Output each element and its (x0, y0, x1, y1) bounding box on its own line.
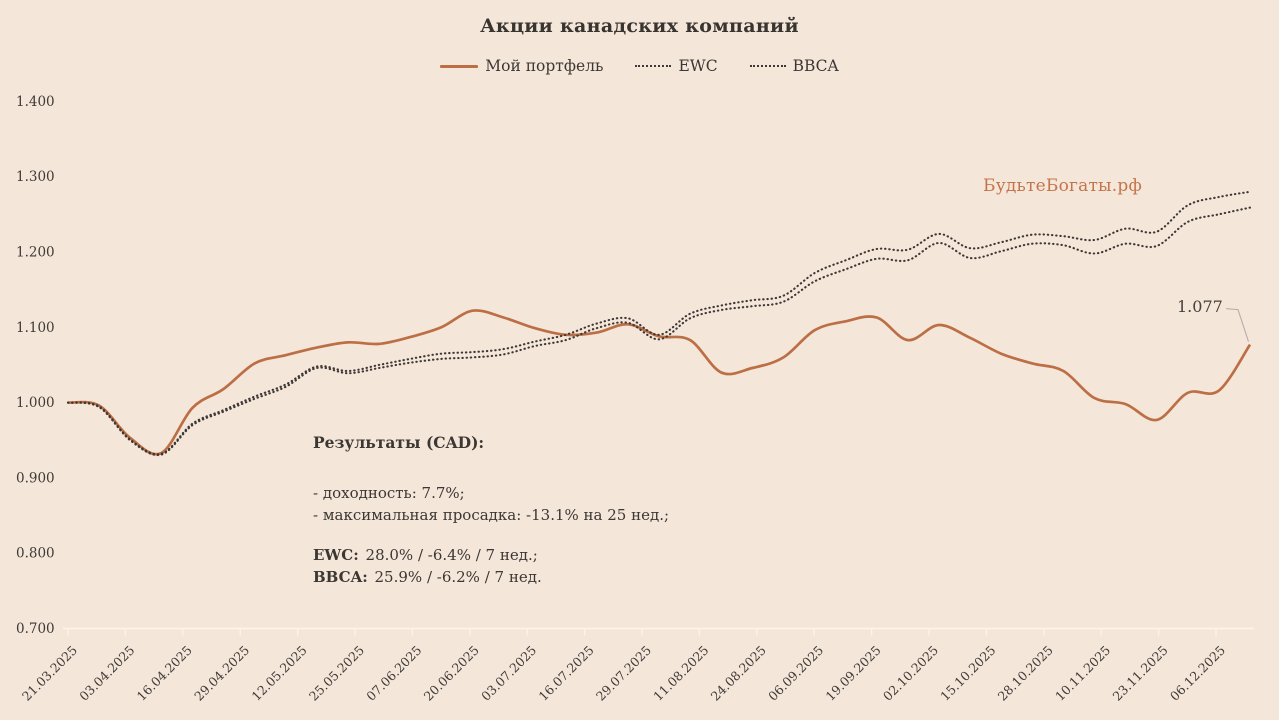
x-axis-label: 19.09.2025 (823, 643, 884, 704)
x-axis-label: 21.03.2025 (19, 643, 80, 704)
y-axis-label: 0.800 (16, 546, 55, 562)
x-axis-label: 24.08.2025 (708, 643, 769, 704)
results-line-ewc: EWC: 28.0% / -6.4% / 7 нед.; (313, 544, 669, 566)
bbca-stats: 25.9% / -6.2% / 7 нед. (369, 568, 542, 586)
solid-line-swatch-icon (440, 64, 479, 68)
x-axis-label: 10.11.2025 (1052, 643, 1113, 704)
legend-item-bbca: BBCA (749, 57, 839, 75)
x-axis-label: 16.04.2025 (134, 643, 195, 704)
x-axis-label: 11.08.2025 (650, 643, 711, 704)
x-axis-label: 28.10.2025 (995, 643, 1056, 704)
x-axis-label: 03.04.2025 (76, 643, 137, 704)
legend-label: Мой портфель (485, 57, 604, 75)
dotted-line-swatch-icon (635, 65, 672, 67)
chart-legend: Мой портфель EWC BBCA (0, 57, 1279, 75)
ewc-stats: 28.0% / -6.4% / 7 нед.; (360, 546, 538, 564)
y-axis-label: 1.100 (16, 320, 55, 336)
x-axis-label: 07.06.2025 (363, 643, 424, 704)
dotted-line-swatch-icon (749, 65, 786, 67)
x-axis-label: 29.04.2025 (191, 643, 252, 704)
x-axis-label: 16.07.2025 (536, 643, 597, 704)
legend-item-ewc: EWC (635, 57, 718, 75)
x-axis-label: 06.09.2025 (765, 643, 826, 704)
end-value-leader-line (1225, 308, 1250, 342)
x-axis-label: 23.11.2025 (1110, 643, 1171, 704)
results-heading: Результаты (CAD): (313, 433, 485, 452)
results-line-return: - доходность: 7.7%; (313, 484, 465, 502)
results-benchmarks: EWC: 28.0% / -6.4% / 7 нед.; BBCA: 25.9%… (313, 544, 669, 588)
legend-label: BBCA (792, 57, 839, 75)
x-axis-label: 20.06.2025 (421, 643, 482, 704)
x-axis-label: 12.05.2025 (249, 643, 310, 704)
bbca-ticker-label: BBCA: (313, 568, 368, 586)
y-axis-label: 0.700 (16, 621, 55, 637)
x-axis-label: 06.12.2025 (1167, 643, 1228, 704)
x-axis-label: 15.10.2025 (937, 643, 998, 704)
legend-item-мой-портфель: Мой портфель (440, 57, 603, 75)
y-axis-label: 1.000 (16, 395, 55, 411)
x-axis-label: 02.10.2025 (880, 643, 941, 704)
y-axis-label: 1.200 (16, 245, 55, 261)
series-line-ewc (66, 190, 1252, 456)
x-axis-label: 29.07.2025 (593, 643, 654, 704)
watermark: БудьтеБогаты.рф (983, 176, 1142, 196)
series-line-bbca (66, 206, 1252, 457)
results-line-bbca: BBCA: 25.9% / -6.2% / 7 нед. (313, 566, 669, 588)
end-value-label: 1.077 (1177, 297, 1223, 316)
y-axis-label: 1.400 (16, 94, 55, 110)
y-axis-label: 1.300 (16, 169, 55, 185)
x-axis-label: 03.07.2025 (478, 643, 539, 704)
legend-label: EWC (678, 57, 718, 75)
x-axis-label: 25.05.2025 (306, 643, 367, 704)
y-axis-label: 0.900 (16, 470, 55, 486)
chart-title: Акции канадских компаний (480, 15, 799, 37)
results-line-drawdown: - максимальная просадка: -13.1% на 25 не… (313, 506, 670, 524)
results-panel: Результаты (CAD): - доходность: 7.7%; - … (313, 433, 669, 588)
ewc-ticker-label: EWC: (313, 546, 359, 564)
series-line-мой-портфель (67, 309, 1252, 456)
